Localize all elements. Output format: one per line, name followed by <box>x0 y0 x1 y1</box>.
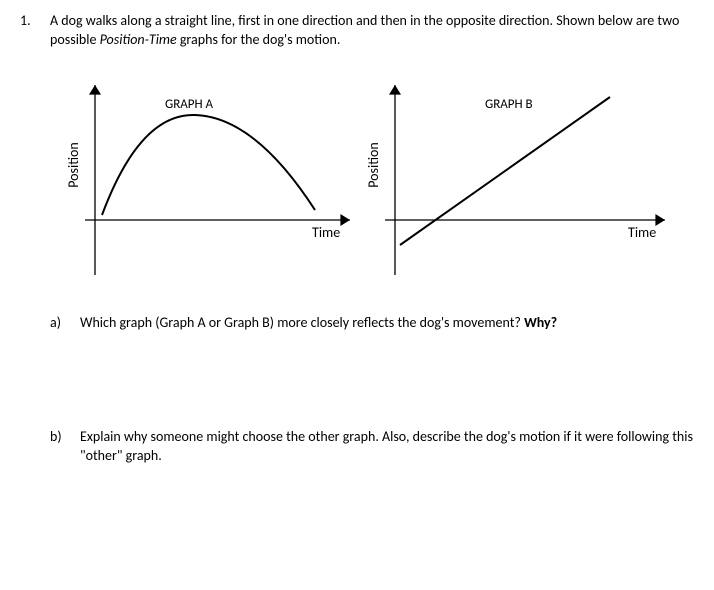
svg-text:Time: Time <box>628 224 656 241</box>
subq-b-letter: b) <box>50 428 68 447</box>
subq-a-part1: Which graph (Graph A or Graph B) more cl… <box>80 314 524 331</box>
svg-text:Position: Position <box>365 142 382 188</box>
svg-text:Time: Time <box>312 224 340 241</box>
question-text-italic: Position-Time <box>100 31 177 48</box>
question-number: 1. <box>20 12 38 29</box>
graph-a-svg: GRAPH A Position Time <box>60 75 360 280</box>
subquestion-a: a) Which graph (Graph A or Graph B) more… <box>50 314 694 333</box>
svg-text:GRAPH A: GRAPH A <box>165 97 214 112</box>
graph-b-svg: GRAPH B Position Time <box>360 75 680 280</box>
subquestion-b: b) Explain why someone might choose the … <box>50 428 694 466</box>
svg-text:GRAPH B: GRAPH B <box>485 97 533 112</box>
question-header: 1. A dog walks along a straight line, fi… <box>20 12 694 50</box>
question-text-part2: graphs for the dog's motion. <box>177 31 341 48</box>
graph-a: GRAPH A Position Time <box>60 75 360 284</box>
graph-b: GRAPH B Position Time <box>360 75 680 284</box>
subq-a-bold: Why? <box>524 314 557 331</box>
subq-b-text: Explain why someone might choose the oth… <box>80 428 694 466</box>
graphs-container: GRAPH A Position Time GRAPH B Position Time <box>60 75 694 284</box>
svg-text:Position: Position <box>65 142 82 188</box>
question-text: A dog walks along a straight line, first… <box>50 12 694 50</box>
subq-a-letter: a) <box>50 314 68 333</box>
subq-a-text: Which graph (Graph A or Graph B) more cl… <box>80 314 694 333</box>
